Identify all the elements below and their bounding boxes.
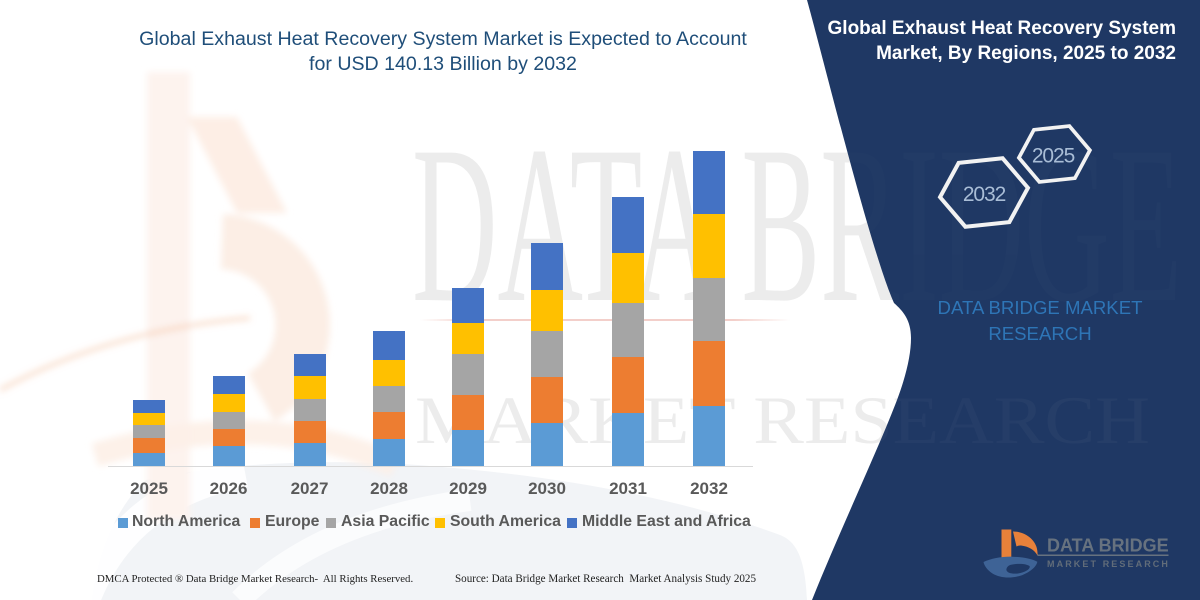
svg-text:2025: 2025 [1032,145,1075,168]
svg-text:MARKET RESEARCH: MARKET RESEARCH [415,382,1150,458]
svg-text:MARKET RESEARCH: MARKET RESEARCH [1047,559,1170,569]
svg-text:DATA BRIDGE: DATA BRIDGE [1047,536,1169,556]
svg-text:2032: 2032 [963,183,1006,206]
